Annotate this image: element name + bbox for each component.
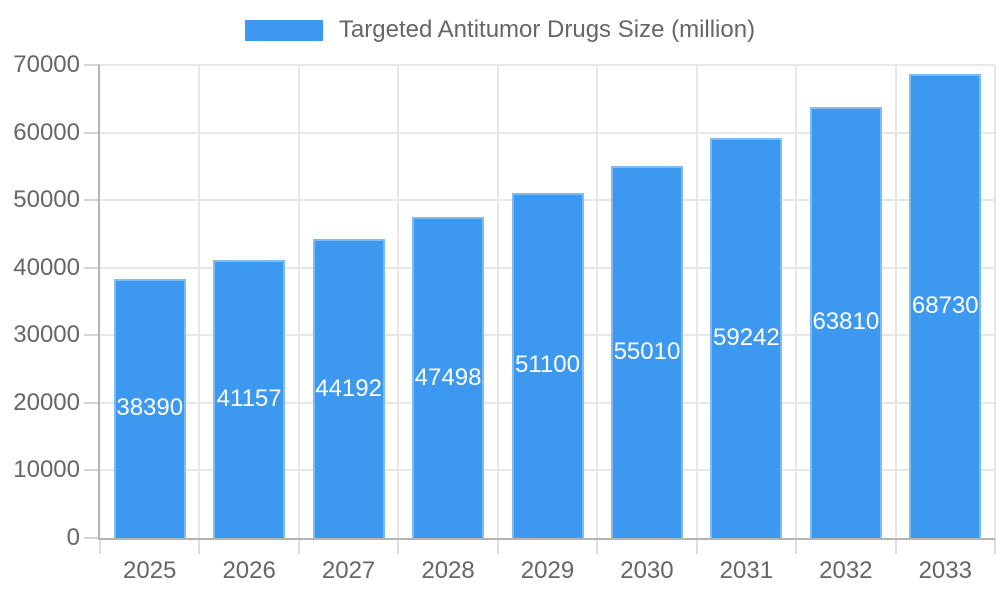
x-gridline xyxy=(596,65,599,538)
x-tick-mark xyxy=(99,538,101,554)
y-tick-mark xyxy=(84,64,100,66)
x-axis-tick-label: 2029 xyxy=(520,557,575,584)
y-gridline xyxy=(100,64,995,66)
x-axis-tick-label: 2027 xyxy=(321,557,376,584)
bar-value-label: 68730 xyxy=(911,291,979,319)
bar[interactable] xyxy=(113,278,186,538)
y-axis-tick-label: 70000 xyxy=(13,51,80,78)
x-tick-mark xyxy=(198,538,201,554)
bar[interactable] xyxy=(809,106,882,538)
y-tick-mark xyxy=(84,469,100,472)
x-tick-mark xyxy=(795,538,798,554)
x-tick-mark xyxy=(695,538,698,554)
legend-label: Targeted Antitumor Drugs Size (million) xyxy=(338,16,756,43)
x-axis-line xyxy=(98,538,995,540)
y-axis-tick-label: 50000 xyxy=(13,186,80,214)
x-axis-tick-label: 2032 xyxy=(819,557,873,584)
x-gridline xyxy=(695,65,698,538)
bar-value-label: 63810 xyxy=(812,308,880,336)
bar-value-label: 55010 xyxy=(613,338,681,366)
bar[interactable] xyxy=(909,73,982,538)
y-axis-line xyxy=(98,65,100,540)
x-axis-tick-label: 2026 xyxy=(222,557,276,584)
y-tick-mark xyxy=(84,334,100,337)
y-tick-mark xyxy=(84,266,100,269)
x-tick-mark xyxy=(397,538,400,554)
x-tick-mark xyxy=(496,538,499,554)
bar[interactable] xyxy=(213,259,286,538)
bar[interactable] xyxy=(412,217,485,538)
x-tick-mark xyxy=(894,538,897,554)
y-axis-tick-label: 20000 xyxy=(13,388,80,416)
y-tick-mark xyxy=(84,537,100,539)
bar-value-label: 44192 xyxy=(315,374,382,402)
x-gridline xyxy=(894,65,897,538)
x-tick-mark xyxy=(994,538,996,554)
y-axis-tick-label: 0 xyxy=(66,524,80,551)
bar[interactable] xyxy=(710,137,783,538)
x-axis-tick-label: 2031 xyxy=(719,557,774,584)
bar-value-label: 51100 xyxy=(515,351,580,379)
y-tick-mark xyxy=(84,199,100,202)
x-axis-tick-label: 2028 xyxy=(421,557,475,584)
y-axis-tick-label: 60000 xyxy=(13,118,80,146)
bar-value-label: 59242 xyxy=(713,323,780,351)
y-tick-mark xyxy=(84,401,100,404)
chart-legend: Targeted Antitumor Drugs Size (million) xyxy=(0,16,1000,44)
x-gridline xyxy=(397,65,400,538)
x-tick-mark xyxy=(596,538,599,554)
y-axis-tick-label: 10000 xyxy=(13,456,80,484)
y-axis-tick-label: 40000 xyxy=(13,253,80,281)
x-tick-mark xyxy=(297,538,300,554)
legend-item[interactable]: Targeted Antitumor Drugs Size (million) xyxy=(244,16,756,44)
x-gridline xyxy=(994,65,996,538)
x-axis-tick-label: 2030 xyxy=(620,557,674,584)
x-axis-tick-label: 2025 xyxy=(123,557,177,584)
x-gridline xyxy=(496,65,499,538)
bar[interactable] xyxy=(312,239,385,538)
x-gridline xyxy=(297,65,300,538)
y-axis-tick-label: 30000 xyxy=(13,321,80,349)
bar-value-label: 41157 xyxy=(216,384,282,412)
bar[interactable] xyxy=(511,192,584,538)
x-gridline xyxy=(795,65,798,538)
x-axis-tick-label: 2033 xyxy=(918,557,972,584)
x-gridline xyxy=(198,65,201,538)
bar-value-label: 38390 xyxy=(116,394,184,422)
bar[interactable] xyxy=(610,166,683,538)
legend-swatch xyxy=(244,19,323,41)
bar-value-label: 47498 xyxy=(414,363,482,391)
y-gridline xyxy=(100,131,995,134)
y-tick-mark xyxy=(84,131,100,134)
